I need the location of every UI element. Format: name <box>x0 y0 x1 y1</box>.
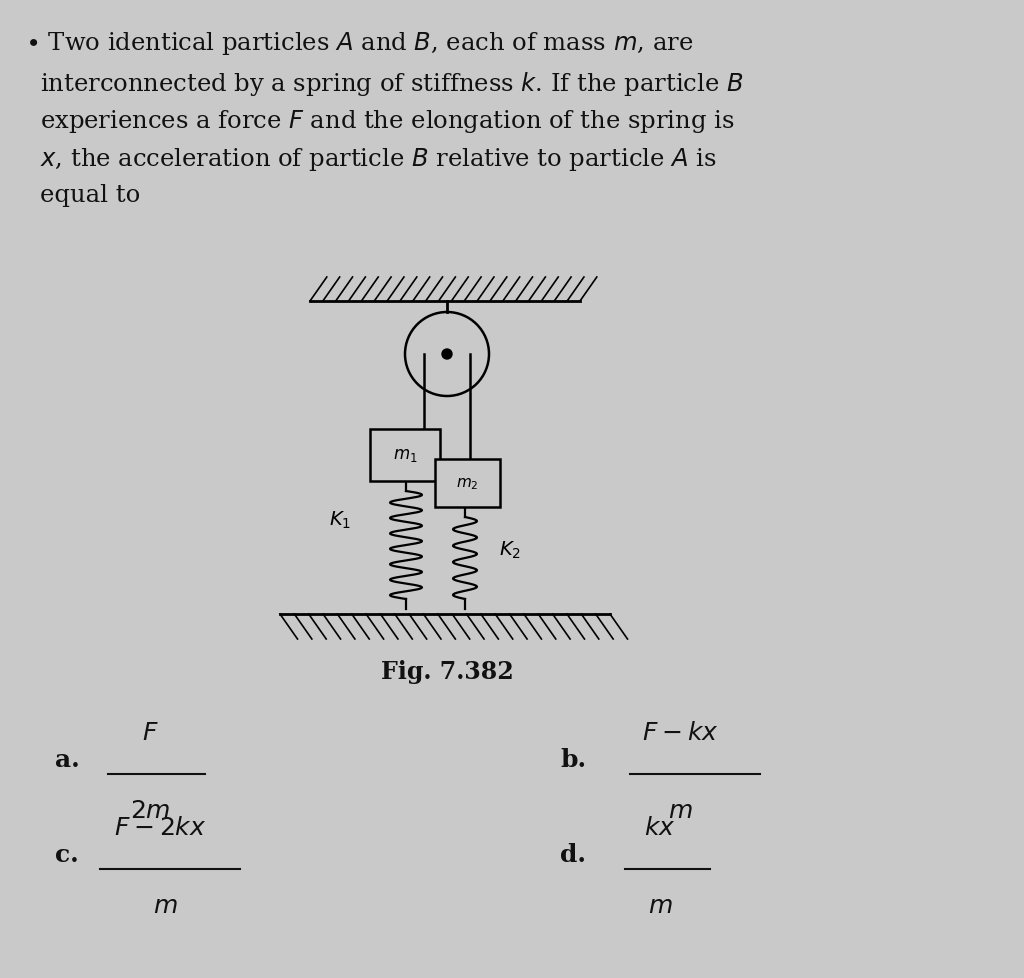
Text: $kx$: $kx$ <box>644 817 676 839</box>
Text: b.: b. <box>560 747 586 772</box>
Text: $F - 2kx$: $F - 2kx$ <box>114 817 206 839</box>
Circle shape <box>442 350 452 360</box>
Text: $x$, the acceleration of particle $B$ relative to particle $A$ is: $x$, the acceleration of particle $B$ re… <box>40 146 717 173</box>
Text: $2m$: $2m$ <box>130 799 170 822</box>
Text: interconnected by a spring of stiffness $k$. If the particle $B$: interconnected by a spring of stiffness … <box>40 70 743 98</box>
Text: equal to: equal to <box>40 184 140 206</box>
Text: $m$: $m$ <box>668 799 692 822</box>
Text: $K_2$: $K_2$ <box>499 539 521 560</box>
Text: $F$: $F$ <box>141 721 159 744</box>
Text: experiences a force $F$ and the elongation of the spring is: experiences a force $F$ and the elongati… <box>40 108 734 135</box>
Text: c.: c. <box>55 842 79 867</box>
Text: $\bullet$ Two identical particles $A$ and $B$, each of mass $m$, are: $\bullet$ Two identical particles $A$ an… <box>25 30 693 57</box>
Text: $m_1$: $m_1$ <box>393 447 418 464</box>
Text: $m$: $m$ <box>647 894 673 917</box>
Text: d.: d. <box>560 842 586 867</box>
Bar <box>435 460 500 508</box>
Text: $m$: $m$ <box>153 894 177 917</box>
Text: $m_2$: $m_2$ <box>457 475 479 491</box>
Text: a.: a. <box>55 747 80 772</box>
Text: $K_1$: $K_1$ <box>329 509 351 530</box>
Text: $F - kx$: $F - kx$ <box>642 721 718 744</box>
Text: Fig. 7.382: Fig. 7.382 <box>381 659 513 684</box>
Bar <box>370 429 440 481</box>
